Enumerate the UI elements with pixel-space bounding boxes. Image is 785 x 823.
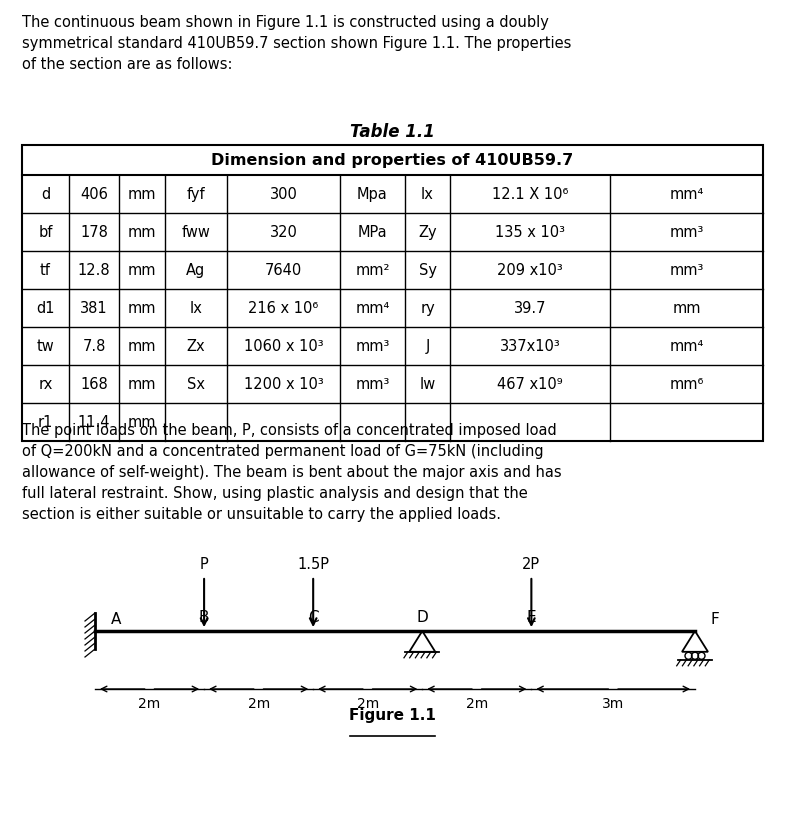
Text: mm³: mm³ [670,263,703,277]
Text: 406: 406 [80,187,108,202]
Text: mm⁴: mm⁴ [356,300,389,315]
Text: Iw: Iw [419,376,436,392]
Text: 467 x10⁹: 467 x10⁹ [497,376,563,392]
Text: mm⁴: mm⁴ [670,338,703,354]
Text: d: d [41,187,50,202]
Text: E: E [527,610,536,625]
Text: 12.1 X 10⁶: 12.1 X 10⁶ [492,187,568,202]
Text: mm: mm [128,187,156,202]
Text: 2m: 2m [466,697,488,711]
Text: symmetrical standard 410UB59.7 section shown Figure 1.1. The properties: symmetrical standard 410UB59.7 section s… [22,36,571,51]
Text: 2m: 2m [138,697,161,711]
Text: Ag: Ag [186,263,206,277]
Text: mm: mm [672,300,701,315]
Text: Sx: Sx [187,376,205,392]
Text: Mpa: Mpa [357,187,388,202]
Text: 209 x10³: 209 x10³ [497,263,563,277]
Text: d1: d1 [36,300,55,315]
Text: B: B [199,610,210,625]
Text: rx: rx [38,376,53,392]
Text: mm⁴: mm⁴ [670,187,703,202]
Text: Dimension and properties of 410UB59.7: Dimension and properties of 410UB59.7 [211,152,574,168]
Text: Ix: Ix [421,187,434,202]
Text: allowance of self-weight). The beam is bent about the major axis and has: allowance of self-weight). The beam is b… [22,465,561,480]
Text: MPa: MPa [358,225,387,239]
Text: Sy: Sy [418,263,436,277]
Text: mm: mm [128,300,156,315]
Text: 1060 x 10³: 1060 x 10³ [243,338,323,354]
Text: 168: 168 [80,376,108,392]
Text: 2m: 2m [247,697,270,711]
Text: mm⁶: mm⁶ [670,376,703,392]
Text: r1: r1 [38,415,53,430]
Text: of Q=200kN and a concentrated permanent load of G=75kN (including: of Q=200kN and a concentrated permanent … [22,444,544,459]
Text: mm: mm [128,225,156,239]
Text: tw: tw [37,338,54,354]
Text: The continuous beam shown in Figure 1.1 is constructed using a doubly: The continuous beam shown in Figure 1.1 … [22,15,549,30]
Text: full lateral restraint. Show, using plastic analysis and design that the: full lateral restraint. Show, using plas… [22,486,528,501]
Text: The point loads on the beam, P, consists of a concentrated imposed load: The point loads on the beam, P, consists… [22,423,557,438]
Text: mm: mm [128,376,156,392]
Text: mm: mm [128,338,156,354]
Text: F: F [711,612,720,627]
Text: 1.5P: 1.5P [298,557,329,572]
Text: 216 x 10⁶: 216 x 10⁶ [248,300,319,315]
Text: 135 x 10³: 135 x 10³ [495,225,565,239]
Text: D: D [416,610,428,625]
Text: 178: 178 [80,225,108,239]
Text: mm: mm [128,263,156,277]
Text: 7.8: 7.8 [82,338,106,354]
Text: bf: bf [38,225,53,239]
Text: 3m: 3m [602,697,624,711]
Text: A: A [111,612,122,627]
Text: section is either suitable or unsuitable to carry the applied loads.: section is either suitable or unsuitable… [22,507,501,522]
Text: 12.8: 12.8 [78,263,111,277]
Text: mm³: mm³ [356,338,389,354]
Text: 1200 x 10³: 1200 x 10³ [243,376,323,392]
Text: 337x10³: 337x10³ [499,338,560,354]
Text: tf: tf [40,263,51,277]
Bar [22,145,763,441]
Text: Zx: Zx [187,338,206,354]
Text: J: J [425,338,429,354]
Text: fyf: fyf [187,187,206,202]
Text: mm²: mm² [356,263,389,277]
Text: Table 1.1: Table 1.1 [349,123,434,141]
Text: Figure 1.1: Figure 1.1 [349,708,436,723]
Text: of the section are as follows:: of the section are as follows: [22,57,232,72]
Text: mm³: mm³ [356,376,389,392]
Text: 381: 381 [80,300,108,315]
Text: 7640: 7640 [265,263,302,277]
Text: Zy: Zy [418,225,436,239]
Text: 300: 300 [269,187,298,202]
Text: 320: 320 [269,225,298,239]
Text: C: C [308,610,319,625]
Text: 39.7: 39.7 [513,300,546,315]
Text: 11.4: 11.4 [78,415,110,430]
Text: Ix: Ix [189,300,203,315]
Text: 2m: 2m [356,697,379,711]
Text: fww: fww [181,225,210,239]
Text: mm: mm [128,415,156,430]
Text: 2P: 2P [522,557,540,572]
Text: P: P [199,557,209,572]
Text: mm³: mm³ [670,225,703,239]
Text: ry: ry [420,300,435,315]
